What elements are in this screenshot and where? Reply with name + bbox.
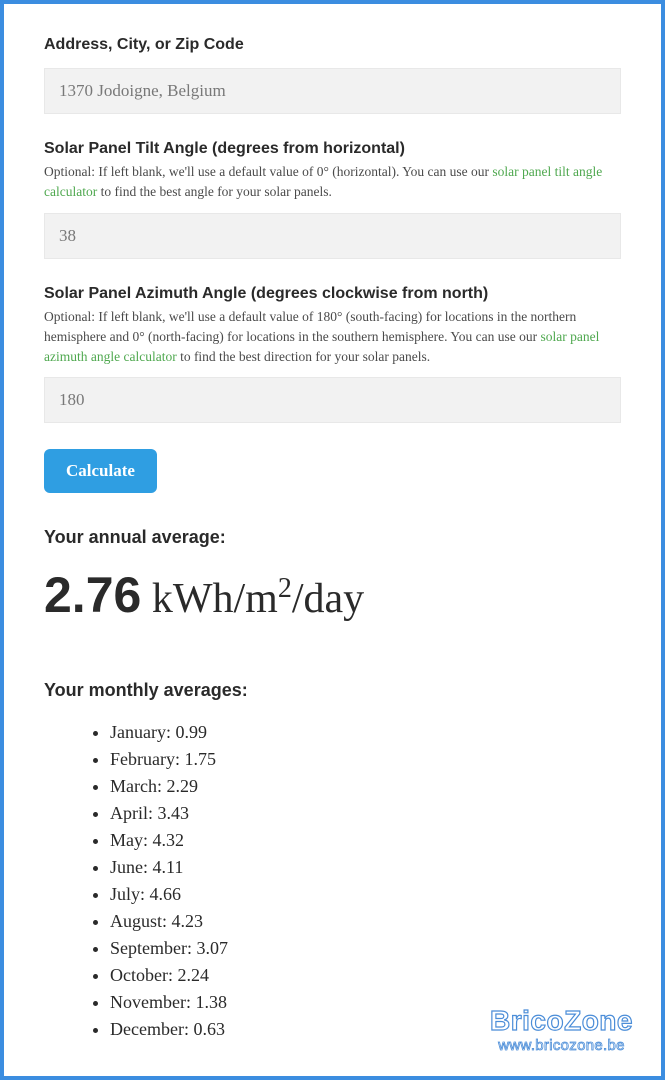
list-item: May: 4.32 <box>110 827 621 854</box>
annual-value: 2.76 kWh/m2/day <box>44 566 621 624</box>
azimuth-helper: Optional: If left blank, we'll use a def… <box>44 307 621 368</box>
tilt-label: Solar Panel Tilt Angle (degrees from hor… <box>44 140 621 158</box>
address-input[interactable] <box>44 68 621 114</box>
list-item: January: 0.99 <box>110 719 621 746</box>
list-item: April: 3.43 <box>110 800 621 827</box>
azimuth-label: Solar Panel Azimuth Angle (degrees clock… <box>44 285 621 303</box>
annual-heading: Your annual average: <box>44 527 621 548</box>
watermark-url: www.bricozone.be <box>490 1037 633 1054</box>
calculate-button[interactable]: Calculate <box>44 449 157 493</box>
tilt-helper: Optional: If left blank, we'll use a def… <box>44 162 621 203</box>
watermark-title: BricoZone <box>490 1005 633 1037</box>
azimuth-input[interactable] <box>44 377 621 423</box>
tilt-input[interactable] <box>44 213 621 259</box>
list-item: October: 2.24 <box>110 962 621 989</box>
address-label: Address, City, or Zip Code <box>44 36 621 54</box>
list-item: February: 1.75 <box>110 746 621 773</box>
list-item: July: 4.66 <box>110 881 621 908</box>
list-item: March: 2.29 <box>110 773 621 800</box>
monthly-list: January: 0.99February: 1.75March: 2.29Ap… <box>44 719 621 1043</box>
list-item: September: 3.07 <box>110 935 621 962</box>
list-item: June: 4.11 <box>110 854 621 881</box>
list-item: August: 4.23 <box>110 908 621 935</box>
watermark: BricoZone www.bricozone.be <box>490 1005 633 1054</box>
monthly-heading: Your monthly averages: <box>44 680 621 701</box>
